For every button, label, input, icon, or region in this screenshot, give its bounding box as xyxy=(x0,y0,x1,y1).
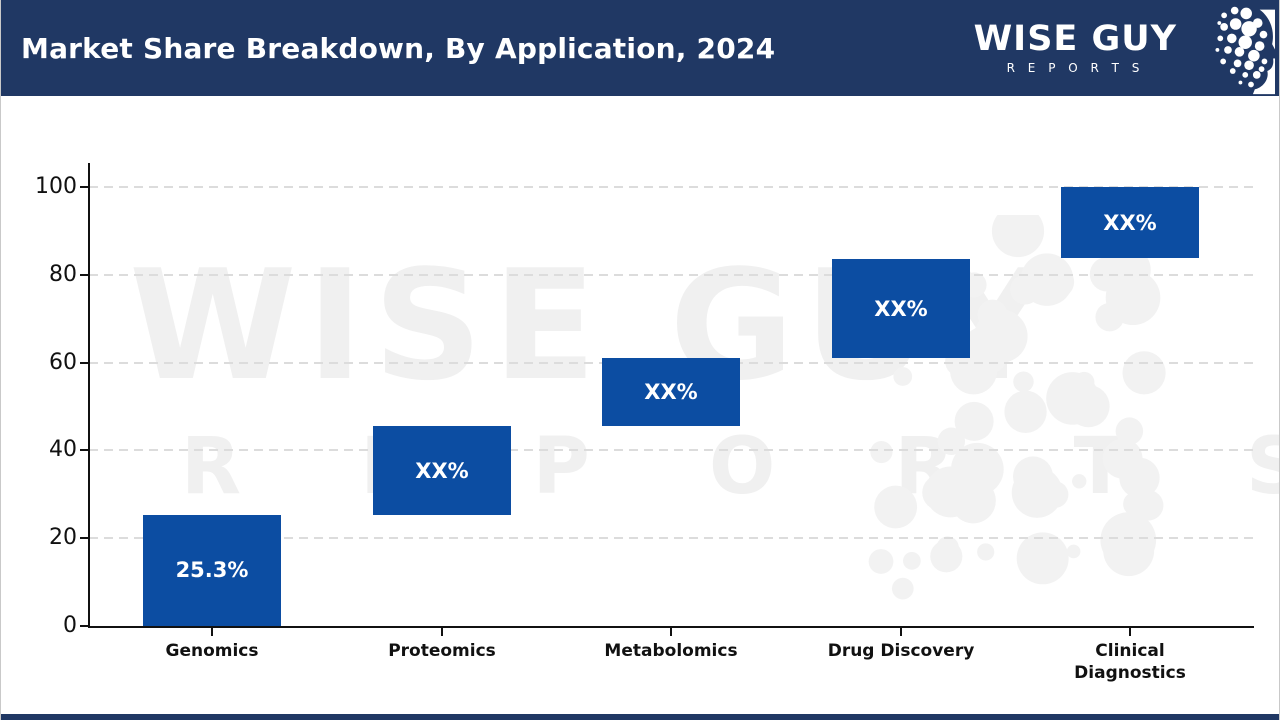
x-axis-tick xyxy=(441,628,443,636)
bar: XX% xyxy=(832,259,970,359)
y-tick-label: 60 xyxy=(49,349,77,375)
y-tick-label: 80 xyxy=(49,261,77,287)
category-label: Proteomics xyxy=(388,641,496,661)
page-title: Market Share Breakdown, By Application, … xyxy=(21,31,776,65)
bar: XX% xyxy=(602,358,740,426)
x-axis-tick xyxy=(211,628,213,636)
category-label: Metabolomics xyxy=(604,641,738,661)
y-tick-label: 20 xyxy=(49,525,77,551)
y-tick-label: 40 xyxy=(49,437,77,463)
footer-bar xyxy=(1,714,1279,720)
y-axis-tick xyxy=(80,449,89,452)
y-tick-label: 100 xyxy=(35,174,77,199)
gridline xyxy=(89,186,1254,188)
y-axis-line xyxy=(88,163,90,628)
brand-subtitle: R E P O R T S xyxy=(1006,60,1144,75)
gridline xyxy=(89,449,1254,452)
bar-value-label: XX% xyxy=(415,458,469,483)
bar-value-label: XX% xyxy=(644,380,698,404)
brand-name: WISE GUY xyxy=(973,18,1177,59)
x-axis-line xyxy=(88,626,1254,628)
x-axis-tick xyxy=(900,628,902,636)
gridline xyxy=(89,537,1254,540)
y-axis-tick xyxy=(80,537,89,540)
y-axis-tick xyxy=(80,361,89,364)
brand-logo: WISE GUY R E P O R T S xyxy=(974,0,1275,96)
header-bar: Market Share Breakdown, By Application, … xyxy=(1,0,1279,96)
bar: XX% xyxy=(373,426,511,515)
brand-face-icon xyxy=(1215,6,1275,95)
category-label: Drug Discovery xyxy=(827,641,975,661)
y-tick-label: 0 xyxy=(63,613,77,638)
bar: XX% xyxy=(1061,187,1199,259)
bar-value-label: XX% xyxy=(874,296,928,321)
bar: 25.3% xyxy=(143,514,281,626)
x-axis-tick xyxy=(670,628,672,636)
bar-value-label: 25.3% xyxy=(175,558,249,583)
y-axis-tick xyxy=(80,273,89,276)
x-axis-tick xyxy=(1129,628,1131,636)
y-axis-tick xyxy=(80,625,89,627)
gridline xyxy=(89,273,1254,276)
bar-value-label: XX% xyxy=(1103,210,1157,235)
brand-text: WISE GUY R E P O R T S xyxy=(973,18,1177,75)
category-label: Genomics xyxy=(165,641,259,661)
y-axis-tick xyxy=(80,186,89,188)
category-label: Clinical Diagnostics xyxy=(1074,641,1186,684)
